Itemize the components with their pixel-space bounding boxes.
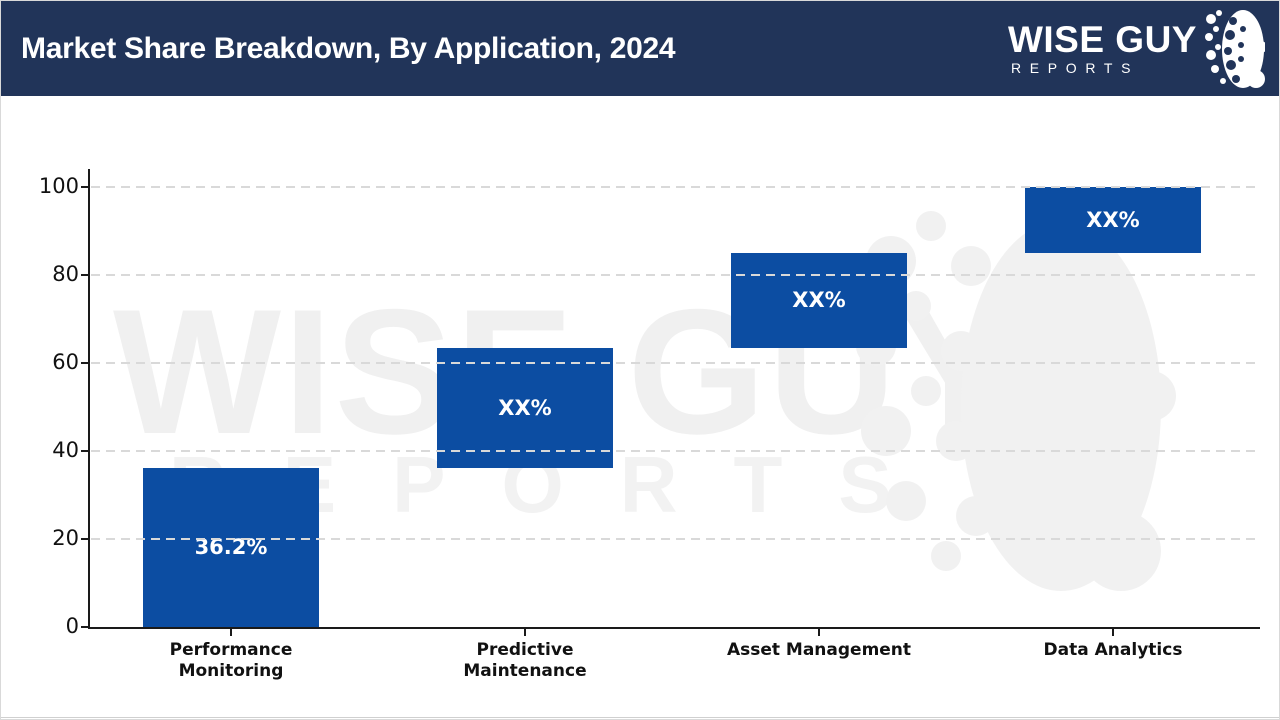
y-tick-label-0: 0: [65, 614, 79, 638]
watermark-head-dots: [856, 211, 1176, 591]
x-category-label-line: Predictive: [476, 640, 574, 660]
y-tick-mark-20: [81, 538, 89, 540]
grid-line-80: [91, 274, 1259, 276]
bar-3: XX%: [731, 253, 907, 348]
y-tick-label-60: 60: [52, 350, 79, 374]
figure-bottom-border: [1, 717, 1279, 718]
x-category-label-line: Monitoring: [178, 661, 284, 681]
x-category-label-line: Data Analytics: [1043, 640, 1183, 660]
x-tick-mark-2: [524, 629, 526, 636]
x-tick-mark-3: [818, 629, 820, 636]
x-category-label-3: Asset Management: [699, 640, 939, 661]
x-category-label-4: Data Analytics: [993, 640, 1233, 661]
bar-value-label: XX%: [498, 395, 552, 420]
y-tick-label-20: 20: [52, 526, 79, 550]
x-tick-mark-1: [230, 629, 232, 636]
y-tick-mark-100: [81, 186, 89, 188]
bar-4: XX%: [1025, 187, 1201, 253]
grid-line-40: [91, 450, 1259, 452]
chart-title: Market Share Breakdown, By Application, …: [21, 31, 676, 65]
y-axis-line: [88, 169, 90, 629]
logo-subtext: REPORTS: [1010, 60, 1140, 76]
header-bar: Market Share Breakdown, By Application, …: [1, 1, 1279, 96]
x-category-label-1: Performance Monitoring: [111, 640, 351, 682]
logo-text: WISE GUY REPORTS: [1007, 19, 1197, 77]
wiseguy-logo: WISE GUY REPORTS: [1008, 7, 1265, 91]
x-axis-line: [88, 627, 1260, 629]
logo-wordmark: WISE GUY: [1007, 19, 1197, 60]
bar-2: XX%: [437, 347, 613, 468]
x-category-label-2: Predictive Maintenance: [405, 640, 645, 682]
y-tick-mark-40: [81, 450, 89, 452]
x-category-label-line: Performance: [169, 640, 293, 660]
y-tick-mark-60: [81, 362, 89, 364]
bar-value-label: XX%: [1086, 208, 1140, 232]
bar-1: 36.2%: [143, 467, 319, 627]
x-tick-mark-4: [1112, 629, 1114, 636]
y-tick-label-100: 100: [38, 174, 79, 198]
y-tick-mark-80: [81, 274, 89, 276]
grid-line-100: [91, 186, 1259, 188]
y-tick-label-40: 40: [52, 438, 79, 462]
bar-value-label: XX%: [792, 288, 846, 313]
grid-line-20: [91, 538, 1259, 540]
grid-line-60: [91, 362, 1259, 364]
x-category-label-line: Asset Management: [726, 640, 912, 660]
logo-head-dots-icon: [1205, 9, 1265, 88]
x-category-label-line: Maintenance: [463, 661, 587, 681]
y-tick-label-80: 80: [52, 262, 79, 286]
y-tick-mark-0: [81, 626, 89, 628]
